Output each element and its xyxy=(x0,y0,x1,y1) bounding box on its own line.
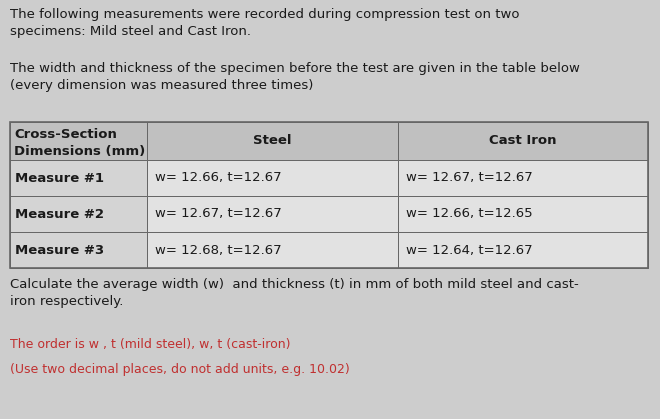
Text: Measure #2: Measure #2 xyxy=(15,207,104,220)
Text: w= 12.68, t=12.67: w= 12.68, t=12.67 xyxy=(155,243,282,256)
Bar xyxy=(398,122,648,160)
Text: The width and thickness of the specimen before the test are given in the table b: The width and thickness of the specimen … xyxy=(10,62,580,92)
Bar xyxy=(147,232,398,268)
Bar xyxy=(398,160,648,196)
Text: w= 12.64, t=12.67: w= 12.64, t=12.67 xyxy=(406,243,533,256)
Bar xyxy=(10,160,147,196)
Bar xyxy=(147,160,398,196)
Text: Cast Iron: Cast Iron xyxy=(489,134,556,147)
Text: The following measurements were recorded during compression test on two
specimen: The following measurements were recorded… xyxy=(10,8,519,38)
Text: Cross-Section
Dimensions (mm): Cross-Section Dimensions (mm) xyxy=(14,128,145,158)
Bar xyxy=(10,232,147,268)
Text: (Use two decimal places, do not add units, e.g. 10.02): (Use two decimal places, do not add unit… xyxy=(10,363,350,376)
Text: w= 12.67, t=12.67: w= 12.67, t=12.67 xyxy=(155,207,282,220)
Bar xyxy=(10,196,147,232)
Text: Measure #1: Measure #1 xyxy=(15,171,104,184)
Text: Measure #3: Measure #3 xyxy=(15,243,104,256)
Text: Calculate the average width (w)  and thickness (t) in mm of both mild steel and : Calculate the average width (w) and thic… xyxy=(10,278,579,308)
Text: w= 12.67, t=12.67: w= 12.67, t=12.67 xyxy=(406,171,533,184)
Bar xyxy=(10,122,648,268)
Bar xyxy=(147,122,398,160)
Bar xyxy=(398,196,648,232)
Bar xyxy=(10,122,147,160)
Text: w= 12.66, t=12.65: w= 12.66, t=12.65 xyxy=(406,207,533,220)
Text: Steel: Steel xyxy=(253,134,292,147)
Bar xyxy=(398,232,648,268)
Text: w= 12.66, t=12.67: w= 12.66, t=12.67 xyxy=(155,171,282,184)
Text: The order is w , t (mild steel), w, t (cast-iron): The order is w , t (mild steel), w, t (c… xyxy=(10,338,290,351)
Bar xyxy=(147,196,398,232)
